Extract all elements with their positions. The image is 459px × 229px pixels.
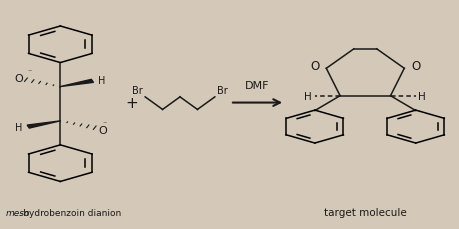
Text: O: O	[98, 125, 106, 135]
Text: H: H	[98, 76, 105, 86]
Polygon shape	[60, 80, 93, 87]
Text: Br: Br	[132, 86, 143, 96]
Text: O: O	[410, 60, 420, 73]
Text: ⁻: ⁻	[27, 67, 32, 76]
Text: Br: Br	[217, 86, 227, 96]
Text: meso: meso	[5, 208, 30, 217]
Text: H: H	[418, 91, 425, 101]
Text: +: +	[125, 96, 138, 111]
Polygon shape	[27, 121, 60, 128]
Text: -hydrobenzoin dianion: -hydrobenzoin dianion	[20, 208, 121, 217]
Text: H: H	[304, 91, 311, 101]
Text: O: O	[14, 74, 22, 84]
Text: O: O	[309, 60, 319, 73]
Text: H: H	[15, 123, 22, 133]
Text: DMF: DMF	[245, 81, 269, 91]
Text: target molecule: target molecule	[323, 207, 406, 217]
Text: ⁻: ⁻	[102, 119, 106, 128]
